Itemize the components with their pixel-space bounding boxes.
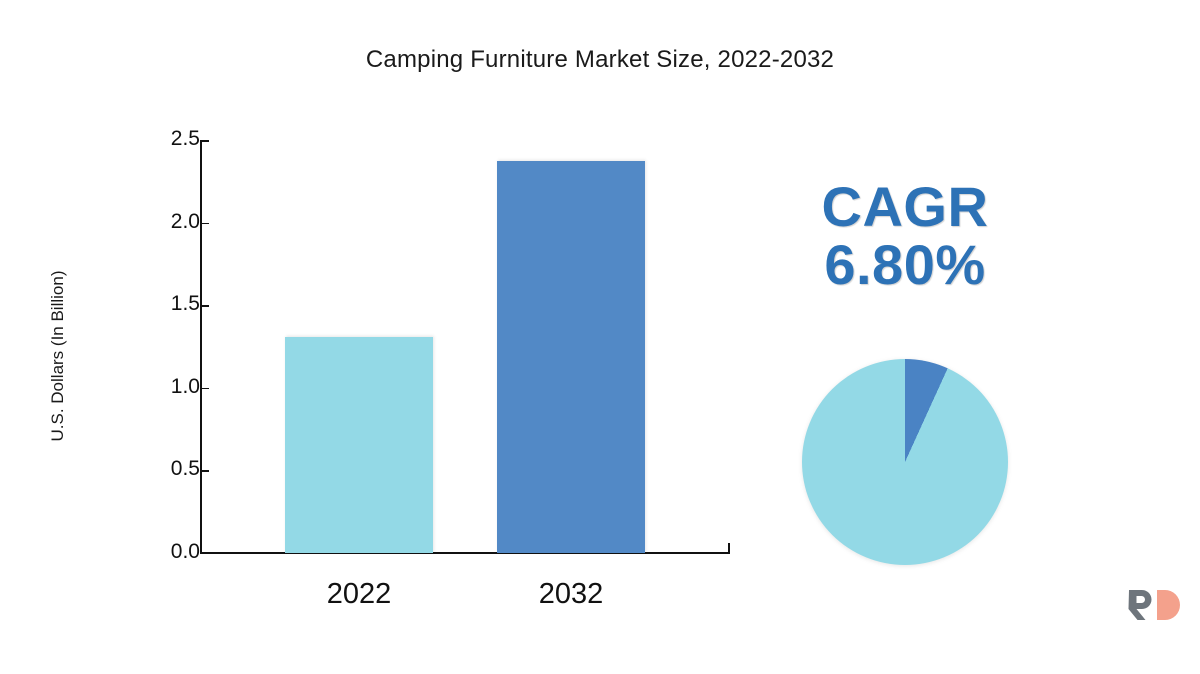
y-tick-mark [200, 470, 209, 472]
x-tick-label-2022: 2022 [326, 578, 392, 610]
y-tick-mark [200, 387, 209, 390]
y-axis-line [200, 140, 202, 554]
y-tick-label: 1.0 [170, 374, 200, 398]
page-title: Camping Furniture Market Size, 2022-2032 [365, 46, 835, 73]
logo-letter-d [1157, 590, 1180, 620]
y-tick-label: 1.5 [170, 292, 200, 316]
y-tick-label: 2.0 [170, 209, 200, 233]
y-axis-top-cap [200, 140, 209, 142]
reports-and-data-logo [1127, 588, 1189, 622]
logo-svg [1128, 590, 1180, 620]
x-axis-right-cap [728, 543, 730, 554]
cagr-pie-chart [802, 359, 1008, 565]
cagr-label: CAGR [821, 175, 989, 238]
y-tick-label: 2.5 [170, 127, 200, 150]
cagr-callout: CAGR 6.80% [795, 178, 1015, 296]
x-axis-line [200, 552, 730, 554]
logo-letter-r [1128, 590, 1152, 620]
bar-2022[interactable] [285, 336, 433, 553]
y-tick-mark [200, 222, 209, 225]
bar-chart: U.S. Dollars (In Billion) 2.5 2.0 1.5 1.… [48, 127, 730, 610]
y-tick-mark [200, 305, 209, 307]
x-tick-label-2032: 2032 [538, 578, 604, 610]
y-tick-label: 0.5 [170, 457, 200, 481]
y-axis-title: U.S. Dollars (In Billion) [48, 270, 67, 442]
cagr-value: 6.80% [824, 233, 986, 297]
y-tick-label: 0.0 [170, 540, 200, 563]
bar-2032[interactable] [497, 161, 645, 553]
